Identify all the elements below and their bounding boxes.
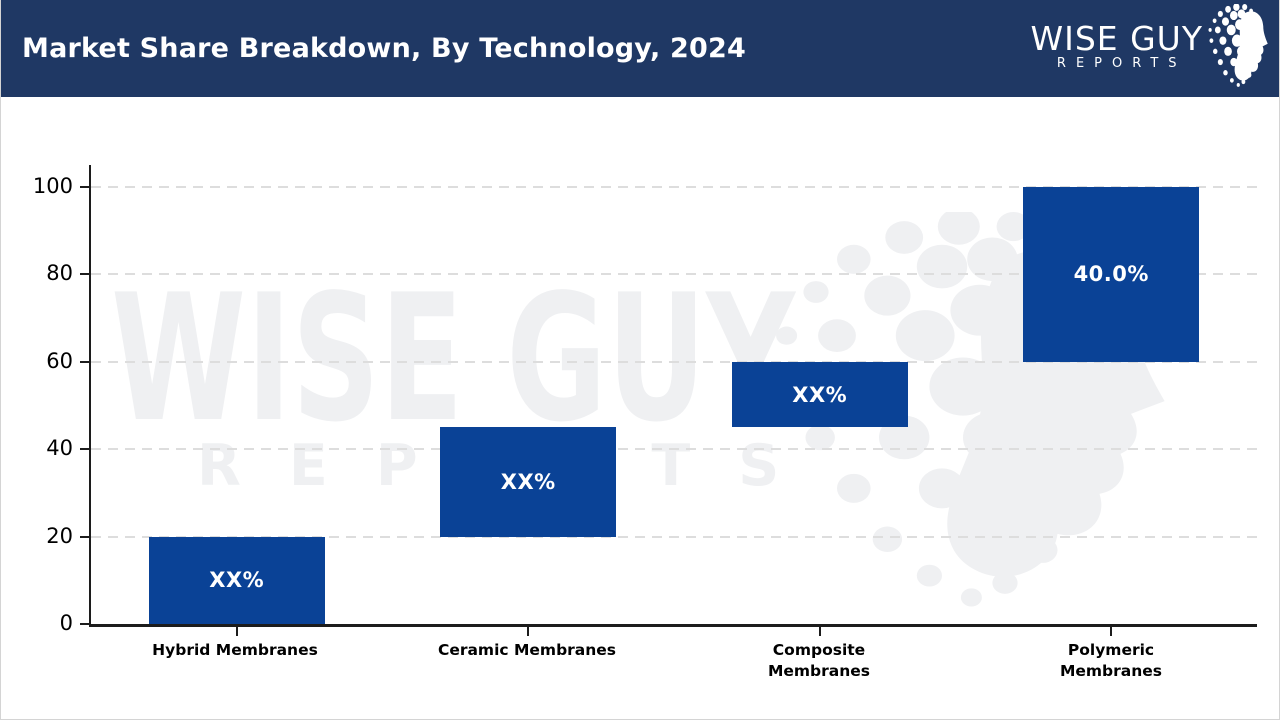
x-tick-mark — [818, 627, 821, 636]
x-category-label-line: Polymeric — [1067, 641, 1155, 659]
bar-segment: XX% — [440, 427, 617, 537]
y-tick-mark — [80, 185, 89, 188]
bar-value-label: 40.0% — [1073, 262, 1149, 287]
logo-wordmark: WISE GUY — [1030, 18, 1203, 58]
dotted-face-logo-icon — [1208, 4, 1268, 87]
y-tick-mark — [80, 273, 89, 276]
page-title: Market Share Breakdown, By Technology, 2… — [22, 33, 747, 64]
x-category-label: Hybrid Membranes — [89, 640, 381, 661]
bar-segment: 40.0% — [1023, 186, 1200, 362]
y-tick-mark — [80, 448, 89, 451]
y-tick-label: 100 — [32, 173, 73, 198]
bar-value-label: XX% — [209, 568, 265, 593]
logo-text: WISE GUY REPORTS — [1030, 18, 1203, 72]
header-bar: Market Share Breakdown, By Technology, 2… — [1, 0, 1279, 97]
bar-segment: XX% — [148, 536, 325, 624]
y-tick-label: 0 — [59, 611, 73, 635]
y-tick-label: 80 — [46, 261, 73, 286]
y-gridline — [91, 448, 1257, 451]
wise-guy-reports-logo: WISE GUY REPORTS — [1030, 4, 1269, 88]
x-category-label-line: Composite — [772, 641, 866, 659]
plot-area: 0 20 40 60 80 100 XX% XX% XX% 40.0% — [33, 165, 1257, 636]
bar-value-label: XX% — [500, 469, 556, 494]
y-gridline — [91, 273, 1257, 276]
x-tick-mark — [235, 627, 238, 636]
y-tick-mark — [80, 535, 89, 538]
x-category-label: Composite Membranes — [673, 640, 965, 682]
x-tick-mark — [1110, 627, 1113, 636]
x-axis-labels: Hybrid Membranes Ceramic Membranes Composi… — [89, 640, 1257, 700]
y-tick-label: 20 — [46, 523, 73, 548]
logo-subtitle: REPORTS — [1056, 56, 1187, 71]
x-category-label-line: Membranes — [767, 662, 871, 680]
y-tick-label: 40 — [46, 436, 73, 461]
x-category-label: Ceramic Membranes — [381, 640, 673, 661]
y-tick-label: 60 — [46, 348, 73, 373]
x-category-label-line: Ceramic Membranes — [437, 641, 617, 659]
y-gridline — [91, 185, 1257, 188]
y-tick-mark — [80, 360, 89, 363]
y-gridline — [91, 535, 1257, 538]
x-category-label: Polymeric Membranes — [965, 640, 1257, 682]
bar-value-label: XX% — [792, 382, 848, 407]
bar-segment: XX% — [731, 361, 908, 428]
x-tick-mark — [527, 627, 530, 636]
y-tick-mark — [80, 623, 89, 625]
y-gridline — [91, 360, 1257, 363]
x-category-label-line: Membranes — [1059, 662, 1163, 680]
x-category-label-line: Hybrid Membranes — [152, 641, 318, 659]
